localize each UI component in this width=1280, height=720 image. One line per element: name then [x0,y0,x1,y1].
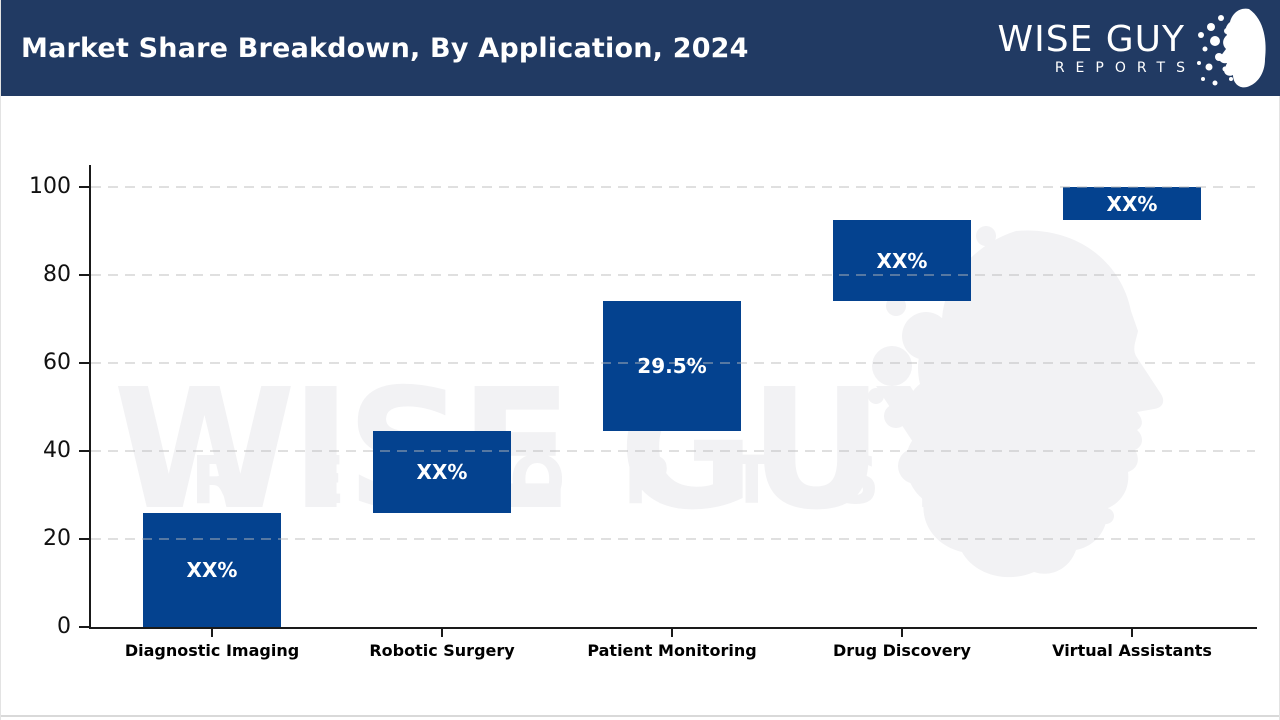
y-axis-tick [79,362,89,364]
bar-value-label: 29.5% [637,354,707,379]
logo-face-icon [1197,8,1266,88]
x-axis-tick [211,629,213,637]
gridline [91,538,1255,540]
x-category-label: Robotic Surgery [369,641,515,660]
bar-segment [603,301,741,432]
logo-wordmark: WISE GUY [997,18,1185,60]
logo-subtext: REPORTS [1054,59,1196,76]
y-tick-label: 40 [43,438,71,463]
bar-segment [373,431,511,513]
x-category-label: Patient Monitoring [587,641,757,660]
bar-value-label: XX% [1106,191,1158,216]
chart-header: Market Share Breakdown, By Application, … [1,0,1280,96]
bar-value-label: XX% [876,248,928,273]
gridline [91,274,1255,276]
gridline [91,186,1255,188]
x-axis-tick [671,629,673,637]
y-tick-label: 0 [57,614,71,639]
x-axis-line [89,627,1257,629]
y-axis-line [89,165,91,627]
wiseguy-logo: WISE GUY REPORTS [998,5,1268,91]
logo-text: WISE GUY REPORTS [997,18,1186,75]
y-axis-tick [79,450,89,452]
bar-value-label: XX% [416,459,468,484]
y-tick-label: 80 [43,262,71,287]
y-axis-tick [79,186,89,188]
x-category-label: Diagnostic Imaging [124,641,300,660]
y-axis-tick [79,538,89,540]
y-tick-label: 20 [43,526,71,551]
gridline [91,362,1255,364]
y-tick-label: 60 [43,350,71,375]
bar-segment [143,512,281,627]
bar-value-label: XX% [186,557,238,582]
x-axis-tick [901,629,903,637]
plot-area: XX% Diagnostic Imaging XX% Robotic Surgery 2… [29,165,1257,660]
gridline [91,450,1255,452]
x-category-label: Drug Discovery [833,641,971,660]
x-axis-tick [441,629,443,637]
y-axis-tick [79,274,89,276]
y-axis-tick [79,626,89,628]
bar-segment [1063,187,1201,220]
x-category-label: Virtual Assistants [1052,641,1212,660]
page-title: Market Share Breakdown, By Application, … [21,32,749,64]
x-axis-tick [1131,629,1133,637]
y-tick-label: 100 [29,174,71,199]
